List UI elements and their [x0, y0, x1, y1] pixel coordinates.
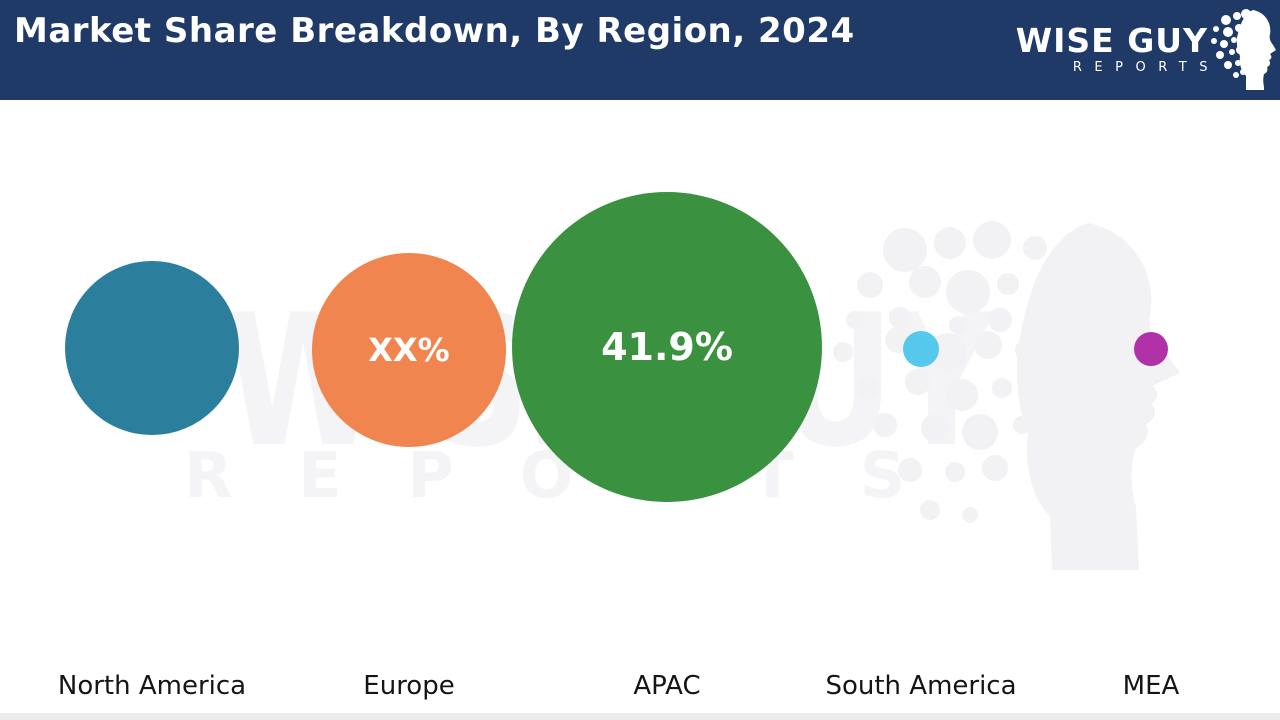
logo-wordmark: WISE GUY [1015, 21, 1208, 60]
category-label-apac: APAC [633, 671, 701, 701]
logo-head-icon [1211, 9, 1276, 90]
header-bar: Market Share Breakdown, By Region, 2024 … [0, 0, 1280, 100]
logo-subtext: REPORTS [1072, 60, 1220, 75]
footer-strip [0, 713, 1280, 720]
bubble-apac: 41.9% [512, 192, 822, 502]
wiseguy-logo: WISE GUY REPORTS [996, 4, 1276, 96]
bubble-value-europe: XX% [368, 331, 450, 369]
bubble-value-apac: 41.9% [601, 325, 733, 369]
chart-title: Market Share Breakdown, By Region, 2024 [14, 11, 855, 51]
category-label-south-america: South America [825, 671, 1017, 701]
category-label-europe: Europe [363, 671, 455, 701]
bubble-europe: XX% [312, 253, 506, 447]
category-label-mea: MEA [1122, 671, 1180, 701]
category-label-north-america: North America [57, 671, 247, 701]
bubble-north-america [65, 261, 239, 435]
